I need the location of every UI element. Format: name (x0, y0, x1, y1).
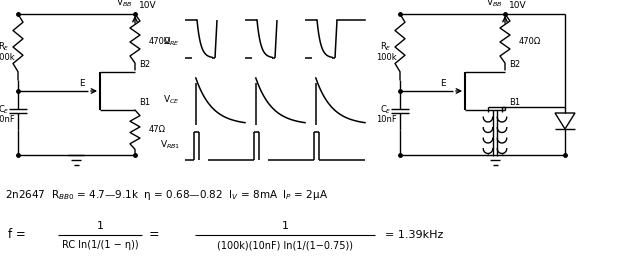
Text: 470Ω: 470Ω (519, 37, 541, 46)
Text: V$_{CE}$: V$_{CE}$ (163, 94, 180, 106)
Text: f =: f = (8, 229, 26, 241)
Text: B1: B1 (139, 98, 150, 107)
Text: RC ln(1/(1 − η)): RC ln(1/(1 − η)) (61, 240, 138, 250)
Text: V$_{BB}$: V$_{BB}$ (487, 0, 503, 9)
Text: B1: B1 (509, 98, 520, 107)
Text: 10nF: 10nF (376, 116, 396, 124)
Text: 47Ω: 47Ω (149, 125, 166, 135)
Text: 1: 1 (97, 221, 104, 231)
Text: E: E (79, 79, 85, 88)
Text: 10V: 10V (139, 1, 157, 10)
Text: R$_E$: R$_E$ (0, 41, 10, 53)
Text: V$_{BB}$: V$_{BB}$ (117, 0, 133, 9)
Text: 10nF: 10nF (0, 116, 14, 124)
Text: = 1.39kHz: = 1.39kHz (385, 230, 443, 240)
Text: E: E (440, 79, 446, 88)
Text: C$_E$: C$_E$ (380, 104, 392, 116)
Text: =: = (149, 229, 159, 241)
Text: 470Ω: 470Ω (149, 37, 171, 46)
Text: 100k: 100k (376, 53, 396, 61)
Text: V$_{RE}$: V$_{RE}$ (163, 36, 180, 48)
Text: V$_{RB1}$: V$_{RB1}$ (159, 139, 180, 151)
Text: (100k)(10nF) ln(1/(1−0.75)): (100k)(10nF) ln(1/(1−0.75)) (217, 240, 353, 250)
Text: 2n2647  R$_{BB0}$ = 4.7—9.1k  η = 0.68—0.82  I$_V$ = 8mA  I$_P$ = 2μA: 2n2647 R$_{BB0}$ = 4.7—9.1k η = 0.68—0.8… (5, 188, 328, 202)
Text: 10V: 10V (509, 1, 526, 10)
Text: B2: B2 (139, 60, 150, 69)
Text: R$_E$: R$_E$ (380, 41, 392, 53)
Text: 1: 1 (281, 221, 288, 231)
Text: C$_E$: C$_E$ (0, 104, 10, 116)
Text: B2: B2 (509, 60, 520, 69)
Text: 100k: 100k (0, 53, 14, 61)
